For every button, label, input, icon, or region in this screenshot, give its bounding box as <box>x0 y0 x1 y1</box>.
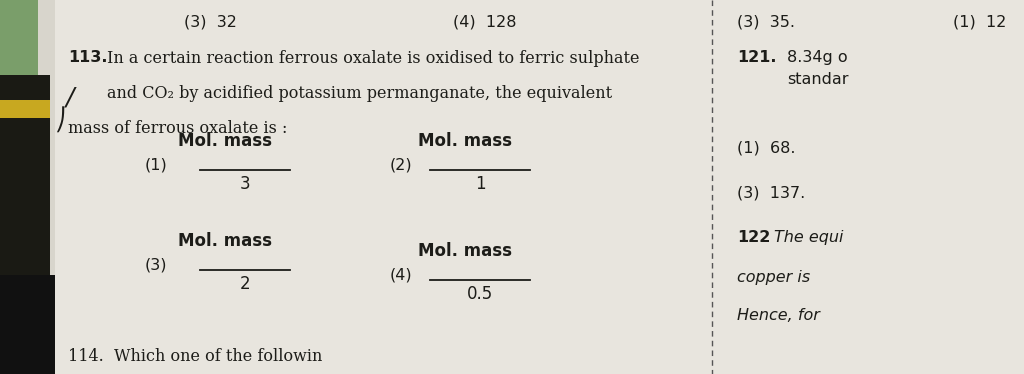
FancyBboxPatch shape <box>0 0 38 75</box>
Text: 8.34g o: 8.34g o <box>787 50 848 65</box>
Text: and CO₂ by acidified potassium permanganate, the equivalent: and CO₂ by acidified potassium permangan… <box>106 85 612 102</box>
FancyBboxPatch shape <box>55 0 1024 374</box>
Text: Mol. mass: Mol. mass <box>178 232 272 250</box>
Text: (3)  35.: (3) 35. <box>737 14 796 29</box>
Text: (3)  32: (3) 32 <box>183 14 237 29</box>
Text: (3): (3) <box>145 258 168 273</box>
Text: 121.: 121. <box>737 50 776 65</box>
FancyBboxPatch shape <box>0 75 50 275</box>
Text: Mol. mass: Mol. mass <box>178 132 272 150</box>
Text: 3: 3 <box>240 175 250 193</box>
Text: Hence, for: Hence, for <box>737 308 820 323</box>
Text: /: / <box>66 85 74 109</box>
Text: (1)  12: (1) 12 <box>953 14 1007 29</box>
Text: 114.  Which one of the followin: 114. Which one of the followin <box>68 348 323 365</box>
Text: In a certain reaction ferrous oxalate is oxidised to ferric sulphate: In a certain reaction ferrous oxalate is… <box>106 50 640 67</box>
Text: 0.5: 0.5 <box>467 285 494 303</box>
Text: 113.: 113. <box>68 50 108 65</box>
Text: (4)  128: (4) 128 <box>454 14 517 29</box>
Text: mass of ferrous oxalate is :: mass of ferrous oxalate is : <box>68 120 288 137</box>
Text: 122: 122 <box>737 230 770 245</box>
Text: The equi: The equi <box>774 230 844 245</box>
Text: standar: standar <box>787 72 849 87</box>
Text: (1): (1) <box>145 157 168 172</box>
Text: ⎠: ⎠ <box>54 107 66 133</box>
Text: copper is: copper is <box>737 270 810 285</box>
Text: (3)  137.: (3) 137. <box>737 185 806 200</box>
FancyBboxPatch shape <box>0 275 55 374</box>
Text: 2: 2 <box>240 275 250 293</box>
Text: (1)  68.: (1) 68. <box>737 140 796 155</box>
Text: (4): (4) <box>390 267 413 282</box>
Text: Mol. mass: Mol. mass <box>418 242 512 260</box>
FancyBboxPatch shape <box>0 100 50 118</box>
Text: 1: 1 <box>475 175 485 193</box>
Text: (2): (2) <box>390 157 413 172</box>
Text: Mol. mass: Mol. mass <box>418 132 512 150</box>
